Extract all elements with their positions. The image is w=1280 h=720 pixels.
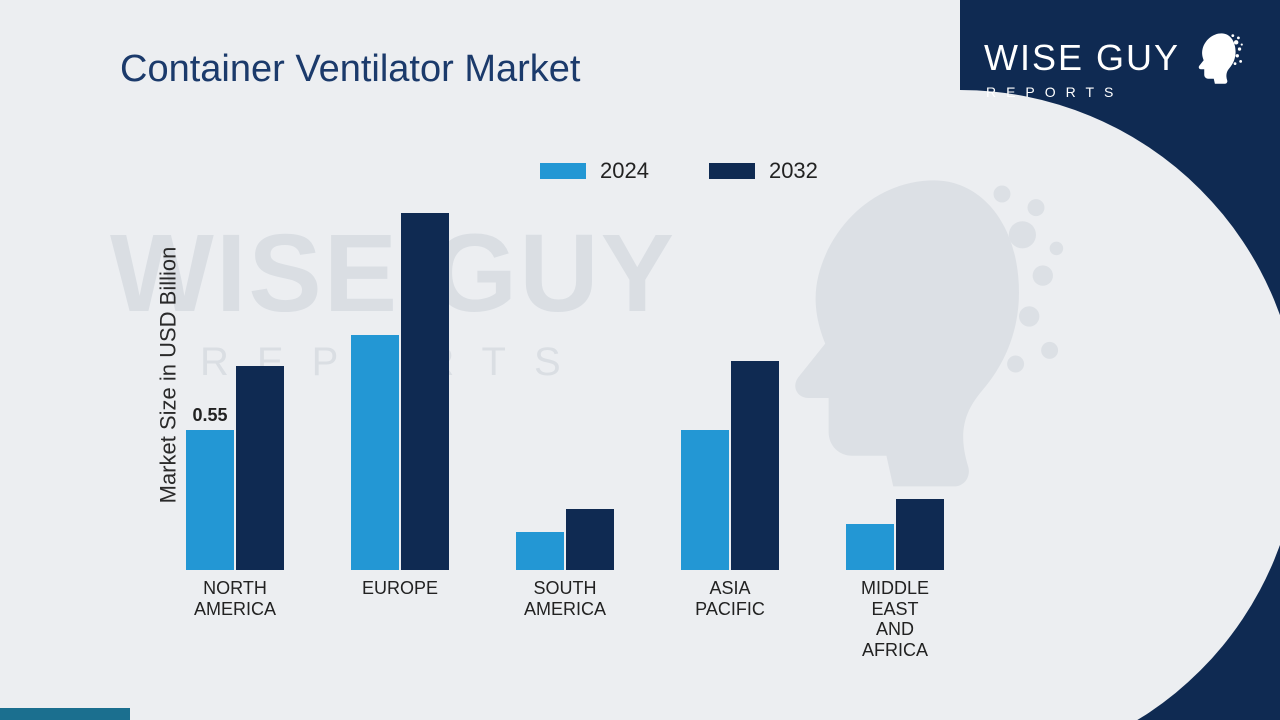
footer-accent-bar [0,708,130,720]
category-label: MIDDLEEASTANDAFRICA [825,578,965,661]
bar-2024 [516,532,564,570]
chart-title: Container Ventilator Market [120,48,580,91]
bar-value-label: 0.55 [186,405,234,426]
brand-logo: WISE GUY REPORTS [984,30,1244,100]
bar-2032 [566,509,614,570]
bar-2024 [846,524,894,570]
logo-head-icon [1188,30,1244,86]
bar-2032 [731,361,779,570]
bar-group: ASIAPACIFIC [665,361,795,570]
bar-2024: 0.55 [186,430,234,570]
category-label: ASIAPACIFIC [660,578,800,619]
logo-sub-text: REPORTS [984,84,1244,100]
category-label: SOUTHAMERICA [495,578,635,619]
chart-area: Market Size in USD Billion 0.55NORTHAMER… [90,160,960,590]
bar-group: 0.55NORTHAMERICA [170,366,300,570]
bar-2024 [681,430,729,570]
bar-group: EUROPE [335,213,465,570]
bar-2032 [896,499,944,570]
plot-area: 0.55NORTHAMERICA EUROPE SOUTHAMERICA ASIAPA… [130,200,950,570]
category-label: EUROPE [330,578,470,599]
bar-2024 [351,335,399,570]
bar-2032 [236,366,284,570]
bar-2032 [401,213,449,570]
bar-group: SOUTHAMERICA [500,509,630,570]
category-label: NORTHAMERICA [165,578,305,619]
bar-group: MIDDLEEASTANDAFRICA [830,499,960,570]
logo-main-text: WISE GUY [984,37,1180,79]
